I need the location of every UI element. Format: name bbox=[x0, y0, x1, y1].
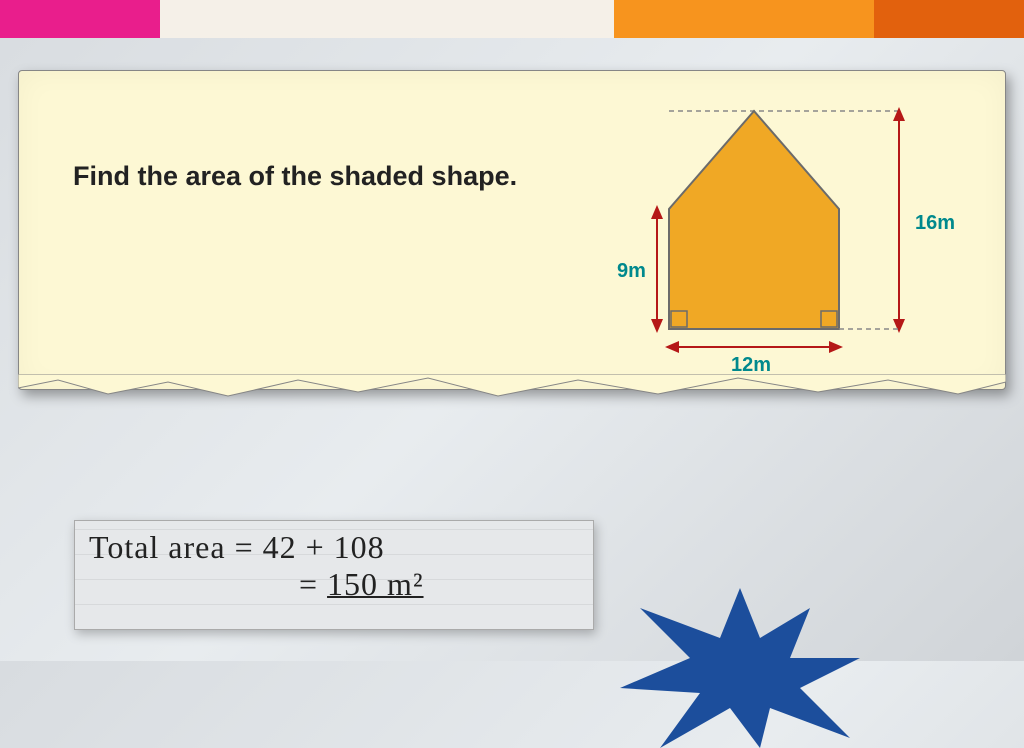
shaded-shape bbox=[669, 111, 839, 329]
shape-figure: 9m 12m 16m bbox=[599, 79, 999, 379]
torn-edge bbox=[18, 374, 1006, 402]
dim-label-right: 16m bbox=[915, 212, 955, 234]
question-text: Find the area of the shaded shape. bbox=[73, 161, 517, 192]
top-orange-block-b bbox=[874, 0, 1024, 38]
top-light-block bbox=[160, 0, 614, 38]
top-strip bbox=[0, 0, 1024, 38]
answer-line-1: Total area = 42 + 108 bbox=[89, 529, 579, 566]
dim-arrowhead-bot-left bbox=[665, 341, 679, 353]
dim-label-left: 9m bbox=[617, 260, 646, 282]
torn-polygon bbox=[18, 374, 1006, 396]
top-orange-block-a bbox=[614, 0, 874, 38]
starburst-icon bbox=[600, 548, 880, 748]
answer-eq: = bbox=[299, 566, 327, 602]
starburst-shape bbox=[620, 588, 860, 748]
dim-arrowhead-bot-right bbox=[829, 341, 843, 353]
answer-value: 150 m² bbox=[327, 566, 423, 602]
dim-arrowhead-right-bot bbox=[893, 319, 905, 333]
dim-arrowhead-right-top bbox=[893, 107, 905, 121]
dim-label-bottom: 12m bbox=[731, 354, 771, 376]
answer-line-2: = 150 m² bbox=[299, 566, 579, 603]
dim-arrowhead-left-top bbox=[651, 205, 663, 219]
top-magenta-block bbox=[0, 0, 160, 38]
dim-arrowhead-left-bot bbox=[651, 319, 663, 333]
handwritten-answer: Total area = 42 + 108 = 150 m² bbox=[74, 520, 594, 630]
question-card: Find the area of the shaded shape. 9m 12… bbox=[18, 70, 1006, 390]
